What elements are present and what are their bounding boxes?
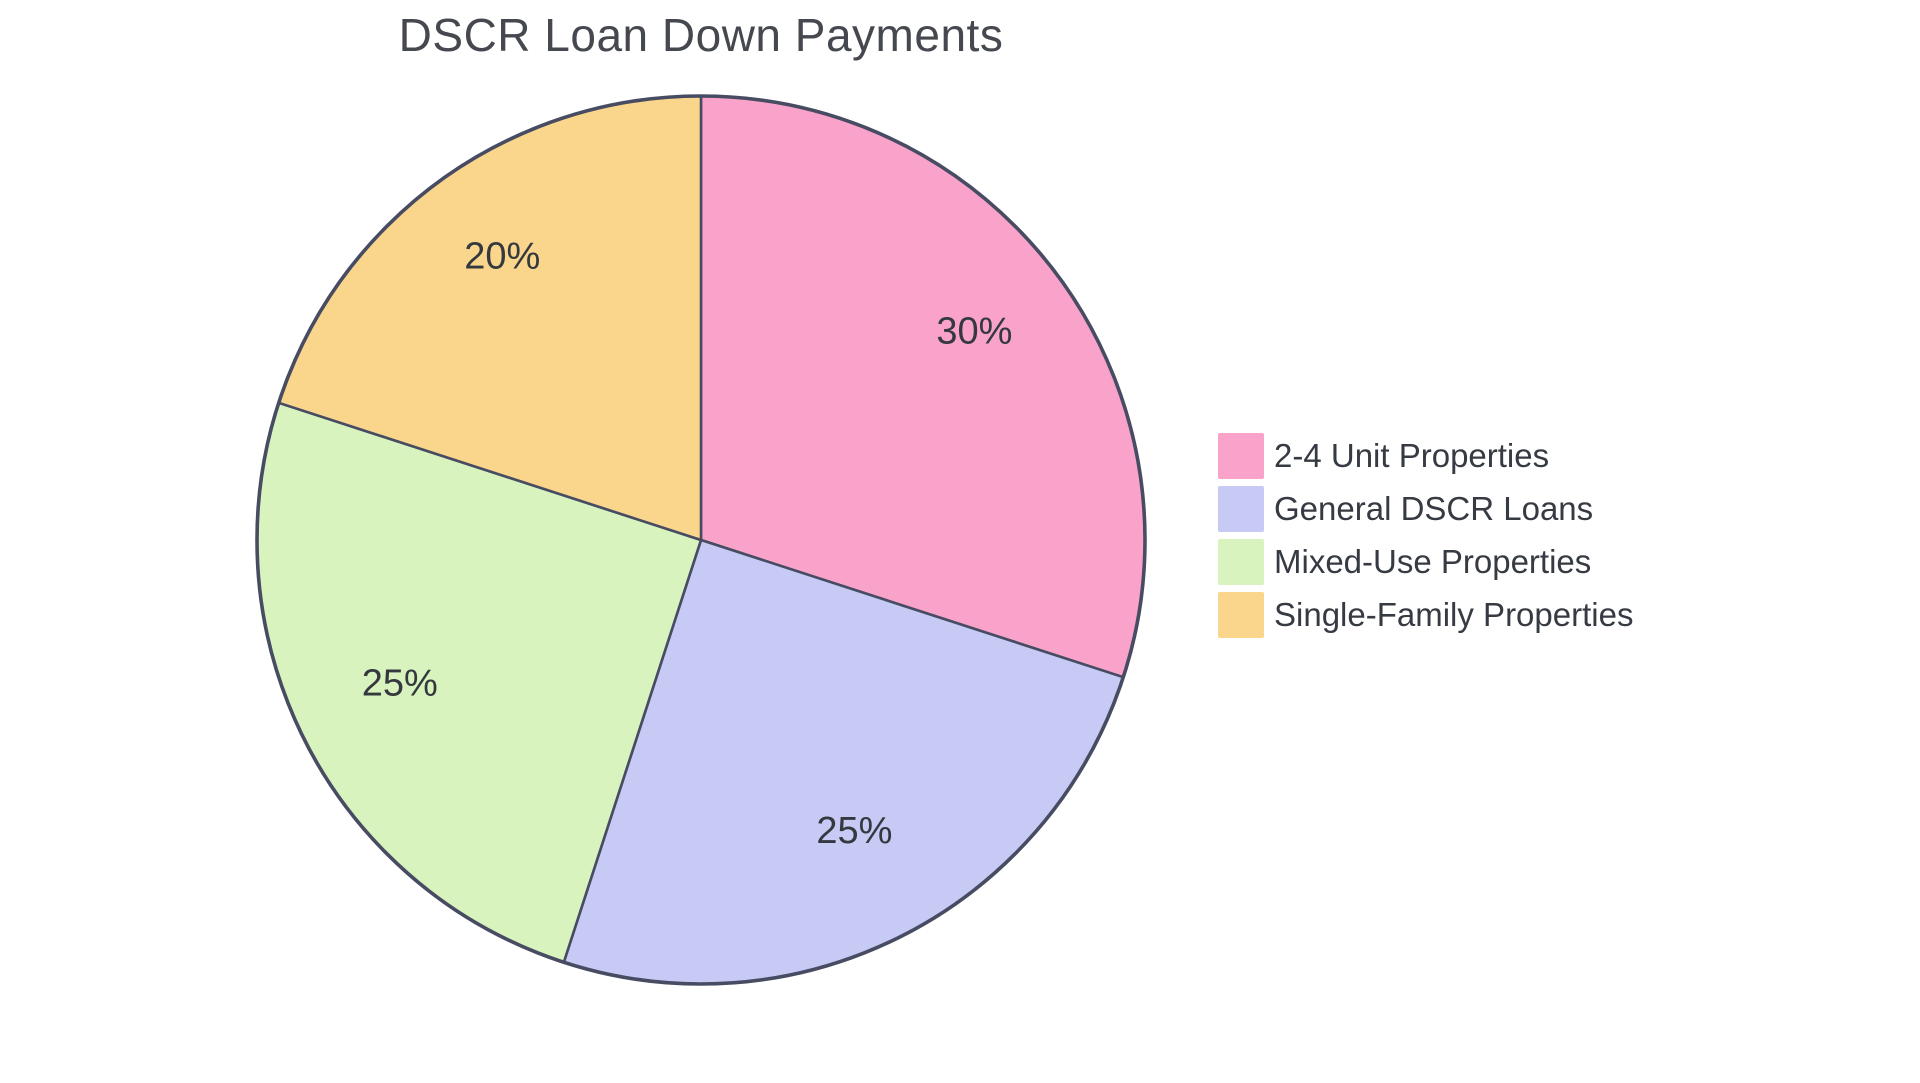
legend: 2-4 Unit Properties General DSCR Loans Mix… (1218, 433, 1633, 638)
legend-swatch-3 (1218, 539, 1264, 585)
legend-label-3: Mixed-Use Properties (1274, 543, 1592, 580)
legend-label-4: Single-Family Properties (1274, 596, 1634, 633)
legend-label-1: 2-4 Unit Properties (1274, 437, 1550, 474)
slice-value-label-4: 20% (464, 236, 540, 278)
slice-value-label-2: 25% (816, 810, 892, 852)
pie-outline (255, 94, 1147, 986)
legend-item-4: Single-Family Properties (1218, 592, 1633, 638)
legend-label-2: General DSCR Loans (1274, 490, 1594, 527)
legend-swatch-1 (1218, 433, 1264, 479)
legend-item-1: 2-4 Unit Properties (1218, 433, 1633, 479)
chart-title: DSCR Loan Down Payments (398, 9, 1004, 61)
legend-swatch-4 (1218, 592, 1264, 638)
legend-item-3: Mixed-Use Properties (1218, 539, 1633, 585)
legend-item-2: General DSCR Loans (1218, 486, 1633, 532)
slice-value-label-1: 30% (936, 310, 1012, 352)
slice-value-label-3: 25% (362, 662, 438, 704)
legend-swatch-2 (1218, 486, 1264, 532)
